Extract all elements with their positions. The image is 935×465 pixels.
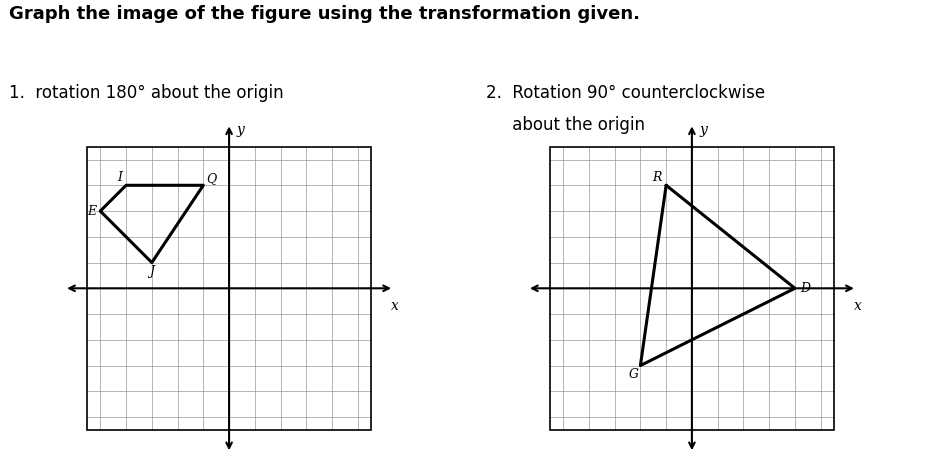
Text: x: x bbox=[854, 299, 862, 312]
Text: x: x bbox=[391, 299, 399, 312]
Text: y: y bbox=[699, 124, 708, 138]
Text: G: G bbox=[629, 368, 639, 381]
Text: D: D bbox=[800, 282, 811, 295]
Text: about the origin: about the origin bbox=[486, 116, 645, 134]
Text: I: I bbox=[117, 171, 122, 184]
Text: R: R bbox=[653, 171, 662, 184]
Text: 1.  rotation 180° about the origin: 1. rotation 180° about the origin bbox=[9, 84, 284, 102]
Text: E: E bbox=[87, 205, 96, 218]
Text: Q: Q bbox=[206, 173, 216, 186]
Bar bbox=[88, 146, 370, 430]
Text: J: J bbox=[150, 265, 154, 278]
Bar bbox=[551, 146, 833, 430]
Text: y: y bbox=[237, 124, 245, 138]
Text: Graph the image of the figure using the transformation given.: Graph the image of the figure using the … bbox=[9, 5, 640, 23]
Text: 2.  Rotation 90° counterclockwise: 2. Rotation 90° counterclockwise bbox=[486, 84, 766, 102]
